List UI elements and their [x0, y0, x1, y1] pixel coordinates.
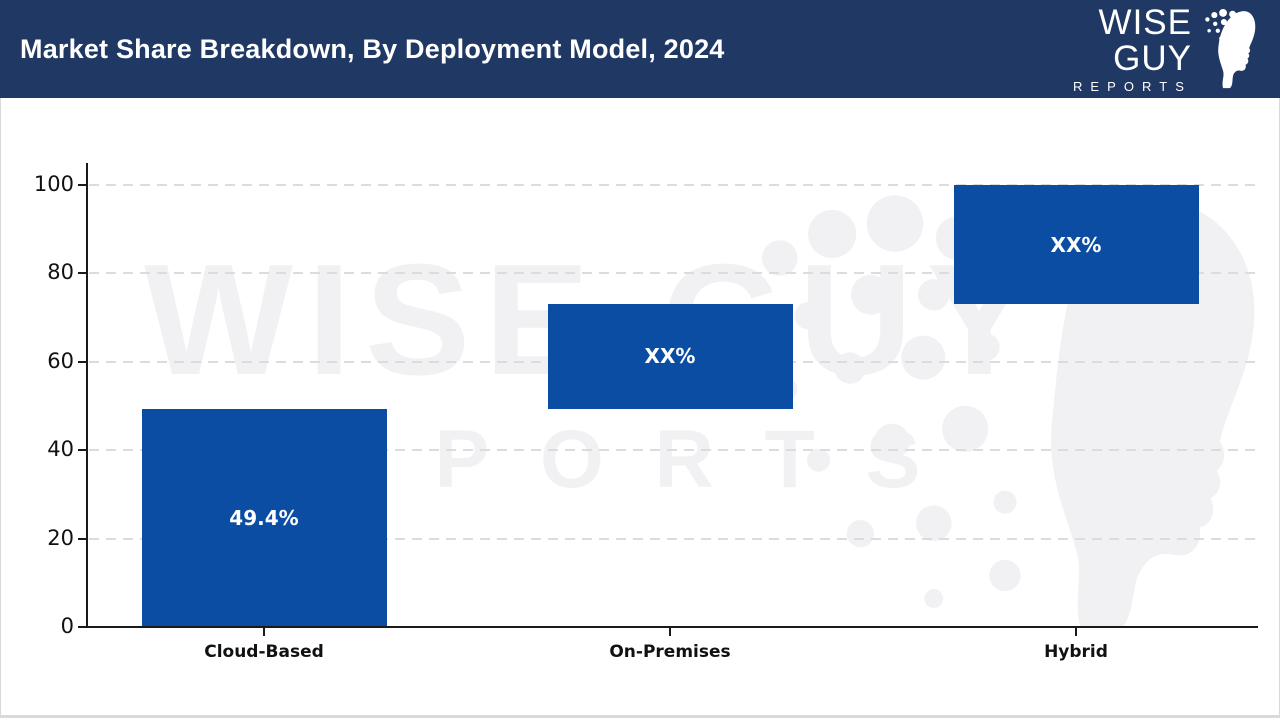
bar-Hybrid — [953, 185, 1199, 305]
x-axis-spine — [86, 626, 1258, 628]
y-axis-spine — [86, 163, 88, 628]
y-tick-label-0: 0 — [60, 614, 74, 638]
bar-value-label: XX% — [644, 344, 696, 369]
brand-subtitle: REPORTS — [1072, 78, 1192, 94]
brand-logo-text: WISE GUY REPORTS — [1012, 2, 1192, 94]
y-tick-label-80: 80 — [47, 260, 74, 285]
y-tick-40 — [78, 449, 86, 452]
y-tick-label-40: 40 — [47, 437, 74, 462]
gridline-40 — [89, 449, 1258, 452]
x-category-label: Hybrid — [1044, 642, 1108, 662]
x-tick-Cloud-Based — [263, 628, 265, 636]
bar-value-label: 49.4% — [229, 505, 299, 530]
x-tick-Hybrid — [1075, 628, 1077, 636]
brand-logo: WISE GUY REPORTS — [1012, 4, 1262, 94]
y-tick-20 — [78, 537, 86, 540]
brand-name: WISE GUY — [1098, 2, 1192, 78]
y-tick-0 — [78, 626, 86, 628]
y-tick-label-100: 100 — [33, 172, 74, 196]
y-tick-label-60: 60 — [47, 348, 74, 373]
x-category-label: On-Premises — [609, 642, 731, 662]
page-title: Market Share Breakdown, By Deployment Mo… — [20, 33, 725, 64]
gridline-100 — [89, 184, 1258, 186]
dotted-face-icon — [1205, 9, 1256, 89]
y-tick-60 — [78, 360, 86, 363]
header-bar: Market Share Breakdown, By Deployment Mo… — [0, 0, 1280, 98]
gridline-20 — [89, 537, 1258, 540]
bar-Cloud-Based — [141, 408, 387, 627]
bar-value-label: XX% — [1050, 232, 1102, 257]
x-tick-On-Premises — [669, 628, 671, 636]
x-category-label: Cloud-Based — [204, 642, 324, 662]
gridline-80 — [89, 272, 1258, 275]
y-tick-label-20: 20 — [47, 525, 74, 550]
bar-On-Premises — [547, 304, 793, 409]
y-tick-80 — [78, 272, 86, 275]
y-tick-100 — [78, 184, 86, 186]
